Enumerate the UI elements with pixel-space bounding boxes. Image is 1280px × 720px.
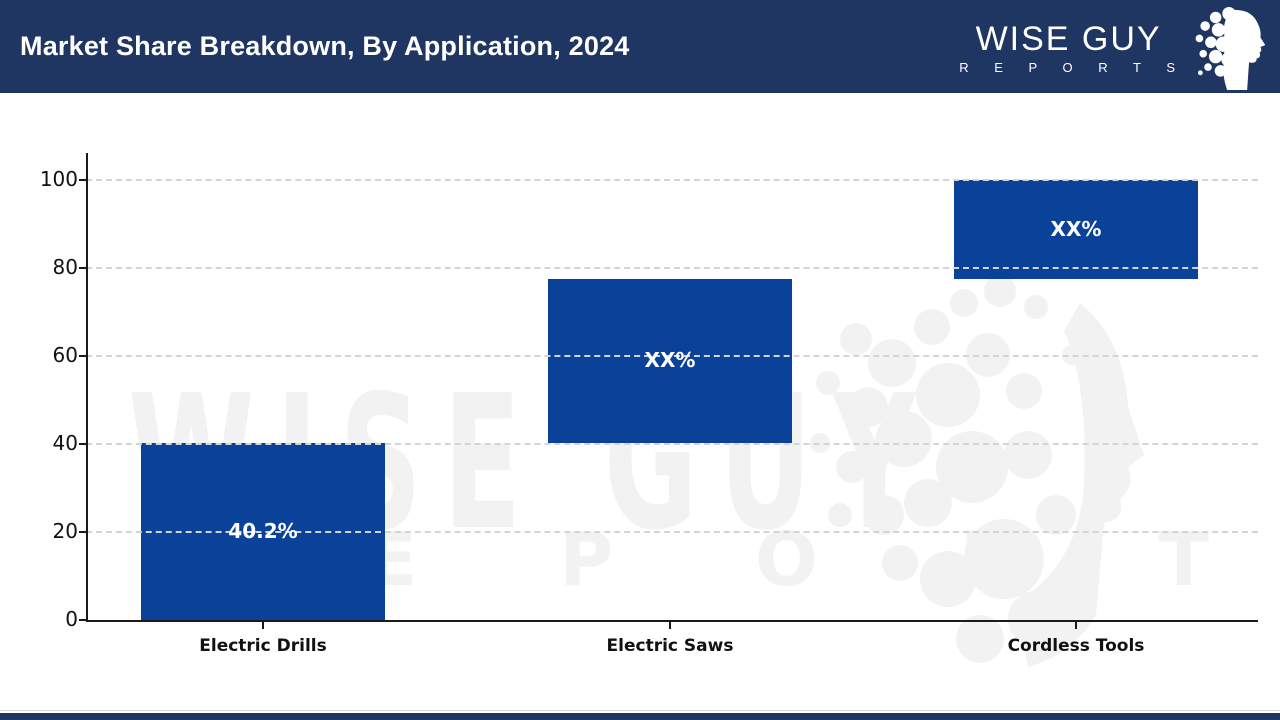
gridline [86, 267, 1258, 269]
bottom-hairline [0, 710, 1280, 711]
y-axis-tick [79, 267, 86, 269]
y-axis-label: 60 [52, 343, 78, 367]
y-axis-tick [79, 355, 86, 357]
x-axis-line [86, 620, 1258, 622]
x-axis-tick [669, 622, 671, 629]
category-label: Electric Drills [199, 636, 327, 656]
watermark-head-icon [810, 275, 1144, 667]
brand-name: WISE GUY [975, 20, 1162, 58]
y-axis-label: 100 [39, 167, 78, 191]
page-header: Market Share Breakdown, By Application, … [0, 0, 1280, 93]
page-title: Market Share Breakdown, By Application, … [20, 31, 630, 61]
gridline [86, 179, 1258, 181]
category-label: Cordless Tools [1007, 636, 1145, 656]
head-dots-icon [1195, 6, 1266, 90]
chart-area: WISE GUY R E P O R T S 02040608010040.2%… [0, 93, 1280, 710]
y-axis-line [86, 153, 88, 622]
x-axis-tick [1075, 622, 1077, 629]
y-axis-tick [79, 531, 86, 533]
x-axis-tick [262, 622, 264, 629]
category-label: Electric Saws [606, 636, 734, 656]
brand-logo: WISE GUY R E P O R T S [951, 6, 1268, 90]
y-axis-label: 20 [52, 519, 78, 543]
brand-subname: R E P O R T S [959, 60, 1186, 75]
gridline [86, 355, 1258, 357]
bar-value-label: XX% [644, 348, 696, 373]
bar-value-label: XX% [1050, 216, 1102, 241]
y-axis-label: 80 [52, 255, 78, 279]
gridline [86, 531, 1258, 533]
y-axis-tick [79, 179, 86, 181]
y-axis-tick [79, 619, 86, 621]
y-axis-tick [79, 443, 86, 445]
bar [548, 279, 792, 444]
y-axis-label: 40 [52, 431, 78, 455]
bar [954, 180, 1198, 280]
footer-bar [0, 713, 1280, 720]
y-axis-label: 0 [65, 607, 78, 631]
gridline [86, 443, 1258, 445]
bar-value-label: 40.2% [228, 518, 298, 543]
brand-logo-text: WISE GUY R E P O R T S [951, 22, 1186, 74]
